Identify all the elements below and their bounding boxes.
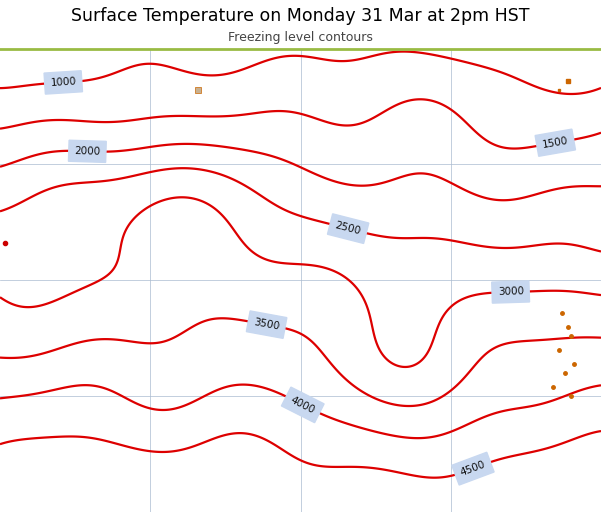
- Text: Freezing level contours: Freezing level contours: [228, 31, 373, 45]
- Text: 1000: 1000: [50, 77, 76, 88]
- Text: 4000: 4000: [289, 395, 317, 415]
- Text: 3000: 3000: [498, 287, 524, 297]
- Text: Surface Temperature on Monday 31 Mar at 2pm HST: Surface Temperature on Monday 31 Mar at …: [72, 7, 529, 25]
- Text: 2500: 2500: [334, 221, 362, 237]
- Text: 1500: 1500: [542, 136, 569, 150]
- Text: 4500: 4500: [459, 459, 487, 478]
- Text: 2000: 2000: [74, 146, 100, 157]
- Text: 3500: 3500: [253, 317, 281, 332]
